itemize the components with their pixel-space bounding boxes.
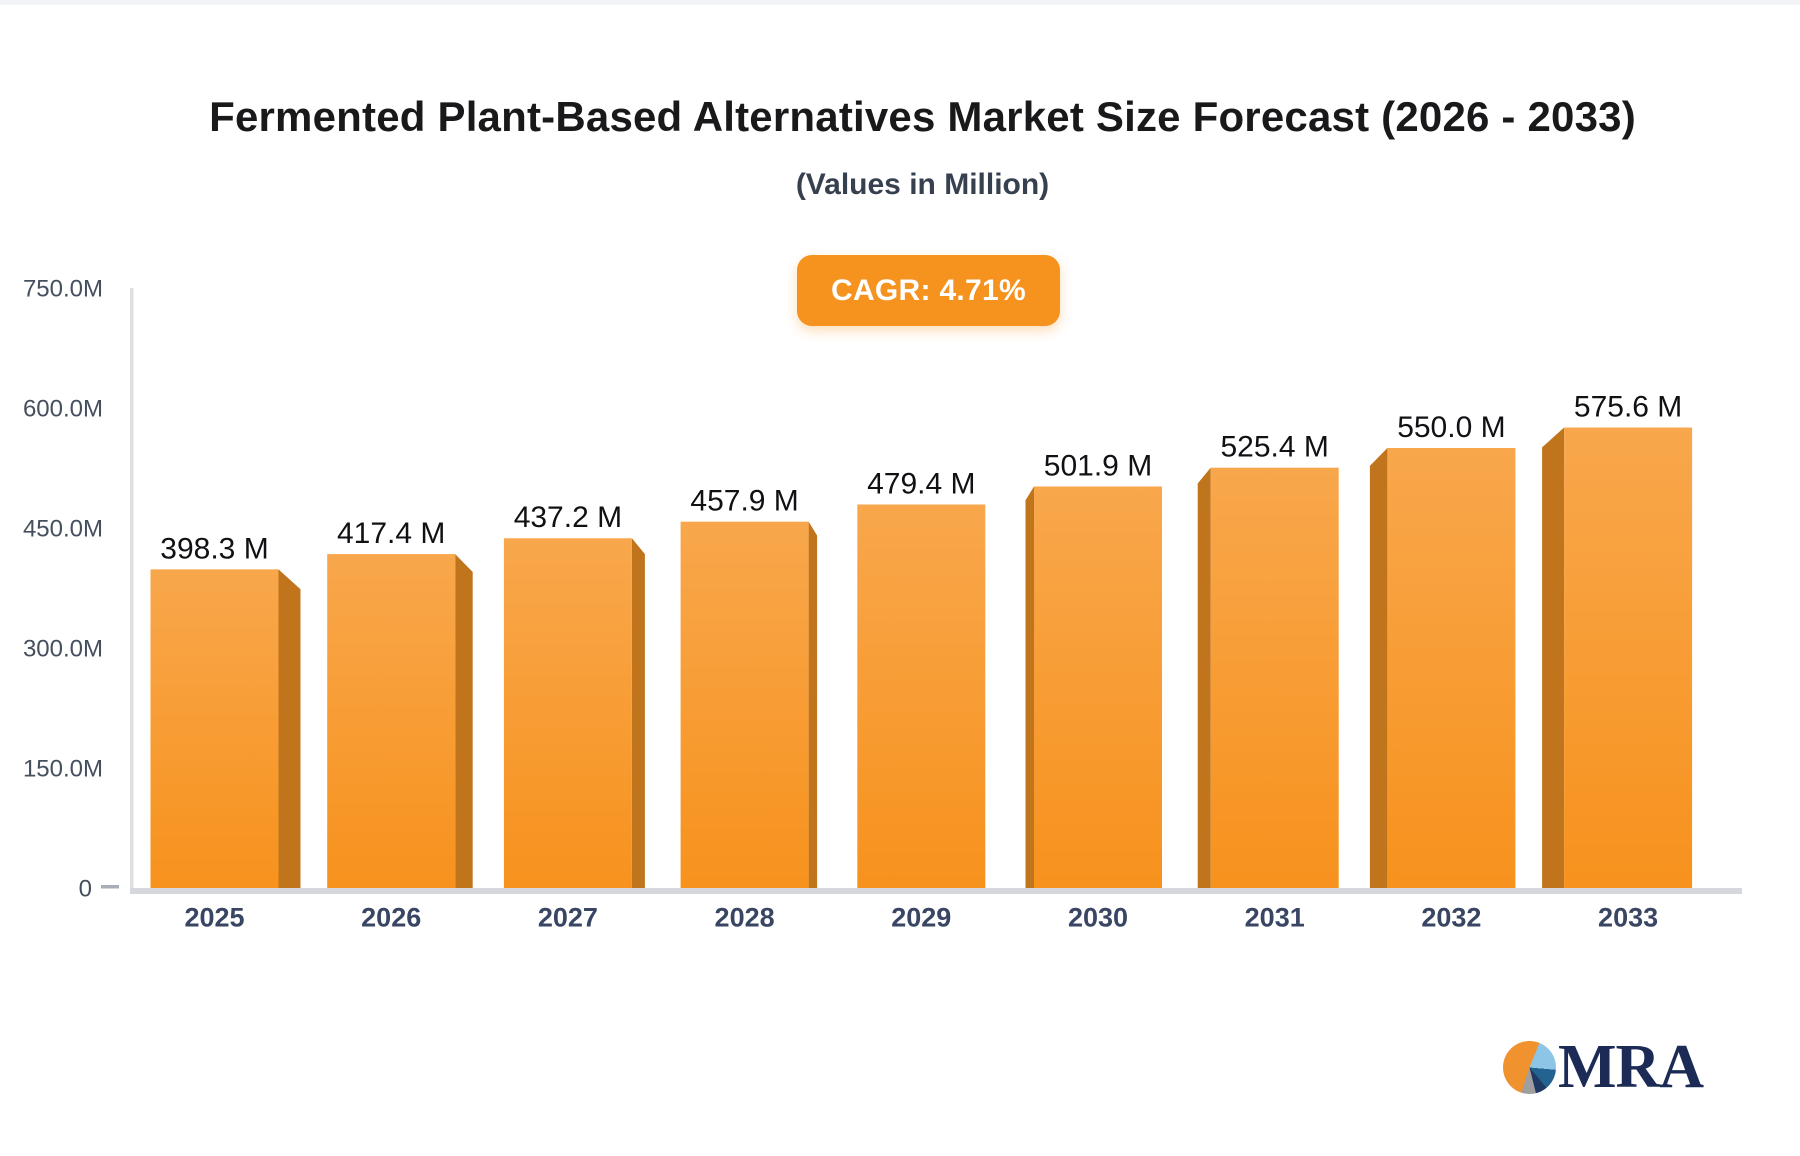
logo-text: MRA bbox=[1558, 1033, 1704, 1101]
bar-side-2025 bbox=[278, 569, 301, 888]
y-tick-label: 450.0M bbox=[23, 516, 103, 543]
chart-subtitle: (Values in Million) bbox=[795, 168, 1050, 201]
pie-chart-logo-icon bbox=[1503, 1041, 1556, 1094]
bar-value-label: 457.9 M bbox=[690, 485, 798, 518]
x-tick-label: 2028 bbox=[715, 903, 775, 933]
bar-side-2031 bbox=[1197, 467, 1211, 888]
bar-side-2032 bbox=[1369, 448, 1388, 888]
bar-side-2033 bbox=[1542, 427, 1565, 888]
cagr-badge: CAGR: 4.71% bbox=[797, 255, 1060, 326]
bar-2030 bbox=[1034, 486, 1162, 888]
bar-side-2027 bbox=[631, 538, 645, 888]
bar-2032 bbox=[1387, 448, 1516, 888]
y-tick-label: 150.0M bbox=[23, 756, 103, 783]
bar-value-label: 437.2 M bbox=[514, 501, 622, 534]
bar-2027 bbox=[503, 538, 632, 888]
top-border-strip bbox=[0, 0, 1800, 5]
bar-value-label: 550.0 M bbox=[1397, 411, 1505, 444]
brand-logo: MRA bbox=[1503, 1033, 1704, 1101]
x-tick-label: 2032 bbox=[1421, 903, 1481, 933]
y-tick-label: 300.0M bbox=[23, 636, 103, 663]
bar-2031 bbox=[1210, 467, 1339, 888]
chart-title: Fermented Plant-Based Alternatives Marke… bbox=[209, 93, 1636, 140]
x-tick-label: 2025 bbox=[184, 903, 244, 933]
bar-2025 bbox=[150, 569, 279, 888]
bar-2029 bbox=[857, 504, 986, 888]
bar-value-label: 398.3 M bbox=[160, 532, 268, 565]
x-tick-label: 2027 bbox=[538, 903, 598, 933]
x-tick-label: 2030 bbox=[1068, 903, 1128, 933]
bar-side-2028 bbox=[808, 521, 818, 888]
bar-side-2030 bbox=[1025, 486, 1034, 888]
bar-2033 bbox=[1564, 427, 1693, 888]
y-axis-line bbox=[130, 288, 134, 888]
bar-value-label: 525.4 M bbox=[1220, 431, 1328, 464]
bar-2026 bbox=[327, 554, 456, 888]
bar-value-label: 575.6 M bbox=[1574, 391, 1682, 424]
x-tick-label: 2026 bbox=[361, 903, 421, 933]
x-tick-label: 2033 bbox=[1598, 903, 1658, 933]
zero-tick bbox=[101, 885, 119, 889]
x-tick-label: 2031 bbox=[1245, 903, 1305, 933]
bar-2028 bbox=[680, 521, 809, 888]
bar-value-label: 501.9 M bbox=[1044, 449, 1152, 482]
y-tick-label: 750.0M bbox=[23, 276, 103, 303]
cagr-badge-label: CAGR: 4.71% bbox=[830, 273, 1027, 307]
x-baseline bbox=[130, 888, 1742, 894]
y-tick-label: 600.0M bbox=[23, 396, 103, 423]
bar-value-label: 479.4 M bbox=[867, 467, 975, 500]
bar-value-label: 417.4 M bbox=[337, 517, 445, 550]
bar-side-2026 bbox=[455, 554, 473, 888]
y-tick-label: 0 bbox=[79, 876, 92, 903]
x-tick-label: 2029 bbox=[891, 903, 951, 933]
